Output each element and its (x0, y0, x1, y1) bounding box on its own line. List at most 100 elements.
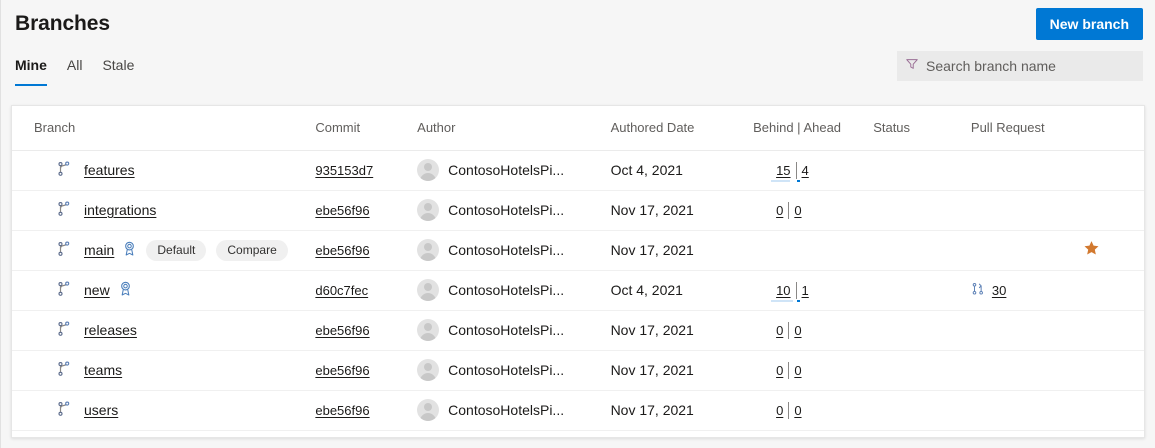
cell-pull-request (970, 310, 1083, 351)
commit-hash-link[interactable]: ebe56f96 (315, 403, 370, 418)
cell-author: ContosoHotelsPi... (417, 310, 611, 351)
cell-favorite (1082, 390, 1144, 431)
behind-count[interactable]: 0 (776, 402, 784, 418)
commit-hash-link[interactable]: ebe56f96 (315, 363, 370, 378)
author-name: ContosoHotelsPi... (448, 282, 565, 298)
tab-stale[interactable]: Stale (102, 57, 135, 73)
author-name: ContosoHotelsPi... (448, 242, 565, 258)
branch-policy-icon (123, 241, 136, 259)
column-header-pull-request: Pull Request (970, 106, 1083, 151)
cell-commit: ebe56f96 (315, 230, 418, 271)
favorite-star-icon[interactable] (1083, 240, 1100, 260)
cell-status (873, 350, 971, 391)
tab-mine[interactable]: Mine (15, 48, 57, 86)
cell-authored-date: Nov 17, 2021 (610, 310, 754, 351)
cell-favorite (1082, 350, 1144, 391)
commit-hash-link[interactable]: ebe56f96 (315, 243, 370, 258)
table-row[interactable]: main Default Compare ebe56f96 ContosoHotelsP… (12, 230, 1144, 271)
commit-hash-link[interactable]: 935153d7 (315, 163, 374, 178)
behind-count[interactable]: 15 (771, 163, 795, 182)
commit-hash-link[interactable]: d60c7fec (315, 283, 369, 298)
cell-behind-ahead: 15 4 (753, 150, 874, 191)
pull-request-count[interactable]: 30 (991, 282, 1007, 298)
author-name: ContosoHotelsPi... (448, 322, 565, 338)
authored-date: Nov 17, 2021 (610, 362, 694, 378)
branch-name-link[interactable]: features (84, 162, 135, 178)
authored-date: Oct 4, 2021 (610, 282, 683, 298)
table-row[interactable]: integrations ebe56f96 ContosoHotelsPi... No… (12, 190, 1144, 231)
behind-count[interactable]: 10 (771, 283, 795, 302)
cell-commit: ebe56f96 (315, 350, 418, 391)
cell-status (873, 390, 971, 431)
table-row[interactable]: features 935153d7 ContosoHotelsPi... Oct 4,… (12, 150, 1144, 191)
avatar (417, 199, 440, 221)
ahead-count[interactable]: 0 (794, 322, 802, 338)
authored-date: Oct 4, 2021 (610, 162, 683, 178)
ahead-count[interactable]: 0 (794, 362, 802, 378)
cell-pull-request (970, 390, 1083, 431)
column-header-author: Author (417, 106, 611, 151)
branch-name-link[interactable]: users (84, 402, 119, 418)
cell-status (873, 310, 971, 351)
authored-date: Nov 17, 2021 (610, 202, 694, 218)
column-header-status: Status (873, 106, 971, 151)
ahead-count[interactable]: 4 (796, 163, 814, 182)
table-row[interactable]: releases ebe56f96 ContosoHotelsPi... Nov 17… (12, 310, 1144, 351)
tab-list: Mine All Stale (15, 48, 144, 88)
new-branch-button[interactable]: New branch (1035, 8, 1143, 40)
branch-icon (56, 201, 72, 220)
search-placeholder-text: Search branch name (926, 58, 1056, 74)
behind-bar (771, 179, 791, 182)
cell-behind-ahead (753, 230, 874, 271)
column-header-favorite (1082, 106, 1144, 151)
branch-name-link[interactable]: new (84, 282, 110, 298)
cell-authored-date: Nov 17, 2021 (610, 390, 754, 431)
ahead-count[interactable]: 1 (796, 283, 814, 302)
behind-ahead-separator (788, 321, 790, 339)
commit-hash-link[interactable]: ebe56f96 (315, 203, 370, 218)
author-name: ContosoHotelsPi... (448, 402, 565, 418)
branch-name-link[interactable]: main (84, 242, 115, 258)
ahead-count[interactable]: 0 (794, 202, 802, 218)
cell-authored-date: Oct 4, 2021 (610, 150, 754, 191)
table-row[interactable]: new d60c7fec ContosoHotelsPi... Oct 4, 2021… (12, 270, 1144, 311)
author-name: ContosoHotelsPi... (448, 362, 565, 378)
ahead-bar (796, 179, 801, 182)
branch-name-link[interactable]: teams (84, 362, 123, 378)
behind-count[interactable]: 0 (776, 362, 784, 378)
cell-author: ContosoHotelsPi... (417, 390, 611, 431)
search-branch-input[interactable]: Search branch name (897, 51, 1143, 81)
table-row[interactable]: teams ebe56f96 ContosoHotelsPi... Nov 17, 2… (12, 350, 1144, 391)
branch-name-link[interactable]: integrations (84, 202, 157, 218)
cell-authored-date: Nov 17, 2021 (610, 350, 754, 391)
commit-hash-link[interactable]: ebe56f96 (315, 323, 370, 338)
cell-favorite (1082, 150, 1144, 191)
page-title: Branches (15, 12, 110, 35)
cell-pull-request (970, 150, 1083, 191)
branch-badge: Default (146, 239, 207, 261)
table-header-row: Branch Commit Author Authored Date Behin… (12, 106, 1144, 151)
branch-icon (56, 401, 72, 420)
cell-commit: ebe56f96 (315, 190, 418, 231)
cell-branch: features (12, 150, 316, 191)
ahead-count[interactable]: 0 (794, 402, 802, 418)
cell-branch: integrations (12, 190, 316, 231)
behind-count[interactable]: 0 (776, 322, 784, 338)
branch-name-link[interactable]: releases (84, 322, 137, 338)
cell-branch: users (12, 390, 316, 431)
cell-favorite (1082, 230, 1144, 271)
behind-count[interactable]: 0 (776, 202, 784, 218)
avatar (417, 239, 440, 261)
cell-commit: 935153d7 (315, 150, 418, 191)
behind-ahead-separator (795, 281, 797, 299)
authored-date: Nov 17, 2021 (610, 322, 694, 338)
cell-commit: ebe56f96 (315, 390, 418, 431)
ahead-bar (796, 299, 800, 302)
cell-author: ContosoHotelsPi... (417, 270, 611, 311)
branch-icon (56, 361, 72, 380)
branch-icon (56, 321, 72, 340)
table-row[interactable]: users ebe56f96 ContosoHotelsPi... Nov 17, 2… (12, 390, 1144, 431)
tab-all[interactable]: All (66, 57, 83, 73)
